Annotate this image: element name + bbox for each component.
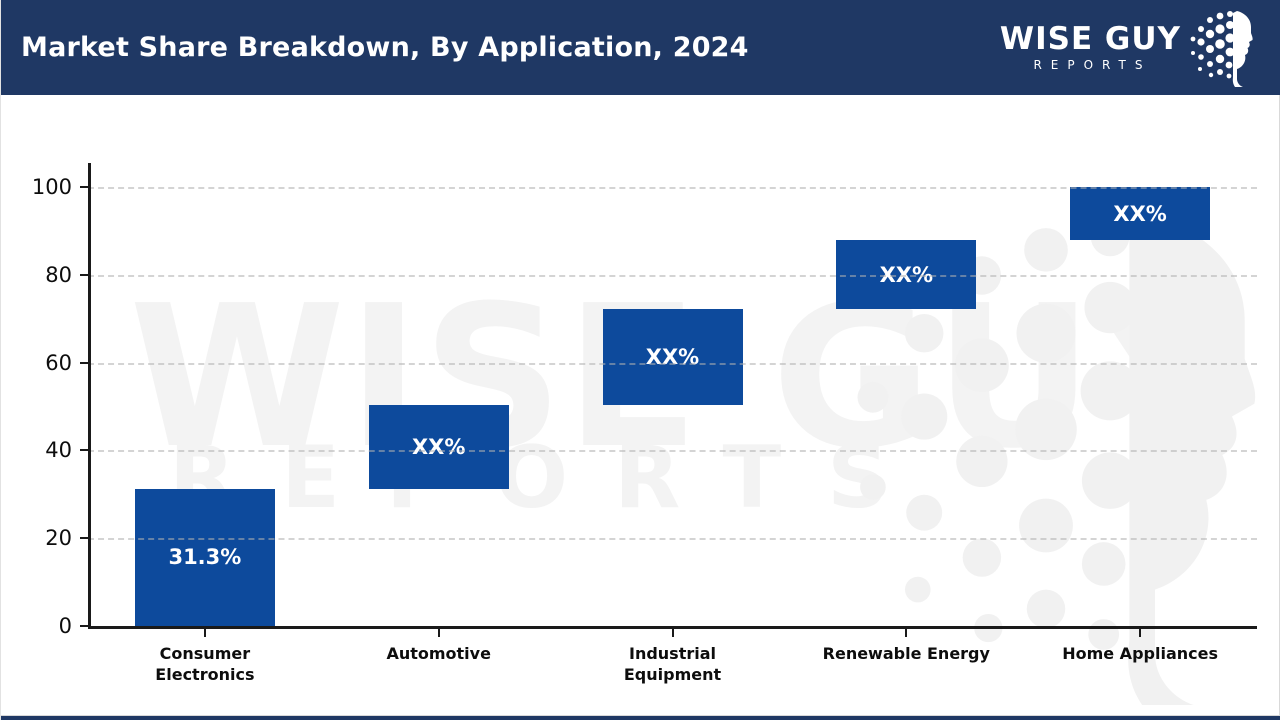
bar-segment: XX% <box>836 240 977 310</box>
gridline <box>88 187 1257 189</box>
y-tick-label: 20 <box>45 526 72 551</box>
y-tick-mark <box>80 361 88 364</box>
bar-segment: XX% <box>1070 187 1211 241</box>
x-tick-mark <box>203 629 206 637</box>
x-category-label: Automotive <box>386 644 491 663</box>
wiseguy-logo-subname: REPORTS <box>1033 58 1152 72</box>
y-tick-label: 100 <box>31 175 72 199</box>
footer-bar <box>1 716 1280 720</box>
waterfall-chart: 31.3% XX% XX% XX% XX% 0 20 40 60 80 100 Consumer Ele… <box>1 95 1280 715</box>
bar-segment: XX% <box>368 405 509 489</box>
footer-hairline <box>1 715 1280 716</box>
x-tick-mark <box>1139 629 1142 637</box>
bar-segment: XX% <box>602 309 743 406</box>
gridline <box>88 538 1257 541</box>
x-tick-mark <box>437 629 440 637</box>
y-tick-label: 80 <box>45 262 72 287</box>
y-tick-label: 40 <box>45 438 72 463</box>
x-category-label: Renewable Energy <box>822 644 990 663</box>
bar-value-label: XX% <box>1113 201 1167 226</box>
wiseguy-logo-name: WISE GUY <box>999 21 1181 57</box>
y-tick-label: 60 <box>45 350 72 375</box>
x-axis-spine <box>88 626 1257 629</box>
wiseguy-logo-text: WISE GUY REPORTS <box>999 21 1181 72</box>
header-band: Market Share Breakdown, By Application, … <box>1 0 1280 95</box>
x-category-label: Home Appliances <box>1062 644 1218 663</box>
y-tick-label: 0 <box>58 614 72 638</box>
wiseguy-head-icon <box>1190 10 1253 87</box>
bar-value-label: XX% <box>879 262 934 287</box>
x-category-label: Industrial Equipment <box>623 644 722 684</box>
gridline <box>88 362 1257 365</box>
y-axis-spine <box>88 163 91 629</box>
y-tick-mark <box>80 449 88 452</box>
x-tick-mark <box>671 629 674 637</box>
bar-segment: 31.3% <box>134 488 275 626</box>
x-category-label: Consumer Electronics <box>155 644 255 684</box>
y-tick-mark <box>80 625 88 627</box>
bar-value-label: 31.3% <box>168 545 242 570</box>
x-tick-mark <box>905 629 908 637</box>
gridline <box>88 450 1257 453</box>
bar-value-label: XX% <box>411 434 466 459</box>
wiseguy-logo: WISE GUY REPORTS <box>1000 9 1280 87</box>
page-title: Market Share Breakdown, By Application, … <box>21 32 749 63</box>
bar-value-label: XX% <box>645 345 700 370</box>
y-tick-mark <box>80 537 88 540</box>
y-tick-mark <box>80 273 88 276</box>
gridline <box>88 274 1257 277</box>
y-tick-mark <box>80 186 88 188</box>
